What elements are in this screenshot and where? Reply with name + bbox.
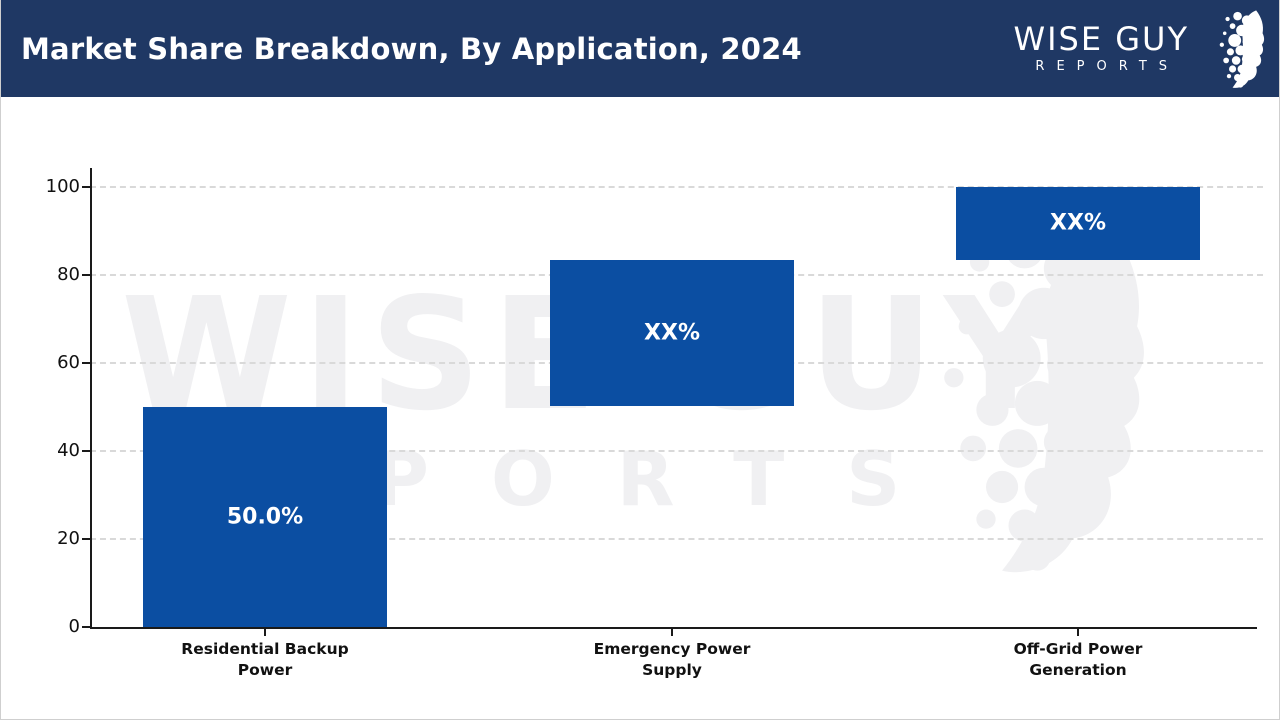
bar-segment: XX% — [956, 186, 1200, 260]
page-title: Market Share Breakdown, By Application, … — [21, 31, 802, 66]
y-tick-label: 60 — [57, 351, 80, 373]
bar-value-label: XX% — [644, 320, 700, 346]
x-axis-line — [90, 626, 1257, 629]
logo-wordmark: WISE GUY — [1013, 20, 1189, 59]
y-tick-label: 80 — [57, 263, 80, 285]
bar-value-label: XX% — [1050, 210, 1106, 236]
x-tick-mark — [1077, 628, 1079, 636]
wiseguy-face-icon — [1219, 9, 1265, 88]
y-tick-mark — [82, 625, 90, 628]
bar-segment: XX% — [550, 259, 794, 407]
logo-subtitle: REPORTS — [1035, 58, 1180, 74]
chart-canvas: WISE GUY REPORTS 0 20 40 60 80 100 50.0% Reside… — [1, 97, 1279, 719]
y-tick-label: 40 — [57, 439, 80, 461]
header: Market Share Breakdown, By Application, … — [1, 0, 1279, 97]
logo-text: WISE GUY REPORTS — [1013, 23, 1189, 74]
y-tick-mark — [82, 537, 90, 540]
x-tick-mark — [671, 628, 673, 636]
y-axis-line — [90, 168, 92, 629]
x-tick-mark — [264, 628, 266, 636]
gridline — [90, 449, 1263, 452]
category-label: Residential Backup Power — [181, 640, 349, 679]
y-tick-label: 0 — [68, 615, 80, 637]
y-tick-mark — [82, 361, 90, 364]
wiseguy-logo: WISE GUY REPORTS — [1013, 9, 1265, 89]
y-tick-label: 20 — [57, 527, 80, 549]
wiseguy-face-watermark-icon — [944, 223, 1144, 573]
bar-value-label: 50.0% — [226, 504, 304, 529]
y-tick-label: 100 — [45, 175, 80, 197]
bar-segment: 50.0% — [143, 406, 387, 627]
y-tick-mark — [82, 185, 90, 188]
category-label: Emergency Power Supply — [593, 640, 751, 679]
y-tick-mark — [82, 449, 90, 452]
category-label: Off-Grid Power Generation — [1013, 640, 1143, 679]
y-tick-mark — [82, 273, 90, 276]
gridline — [90, 537, 1263, 540]
gridline — [90, 185, 1263, 188]
